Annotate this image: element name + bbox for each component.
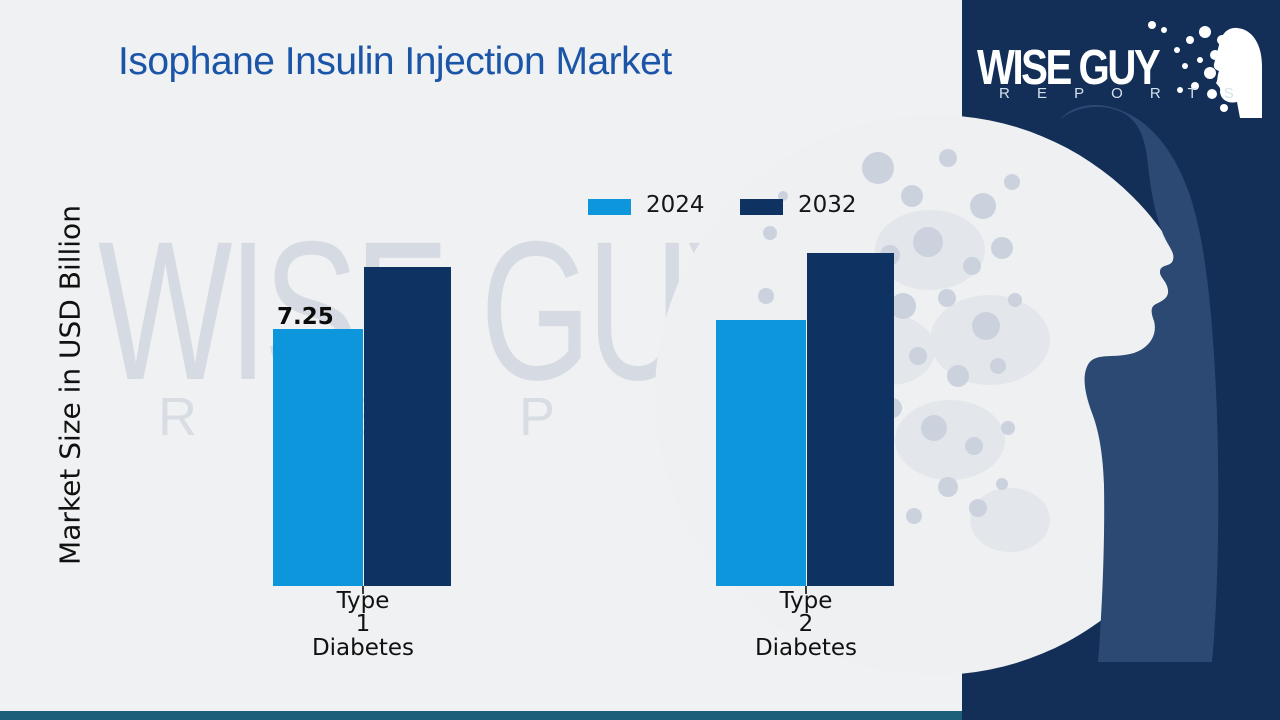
watermark-wordmark: WISE GUY xyxy=(98,200,781,421)
category-label: Type 1 Diabetes xyxy=(311,588,415,661)
navy-panel xyxy=(962,0,1280,720)
face-silhouette xyxy=(1060,105,1219,663)
page-title: Isophane Insulin Injection Market xyxy=(118,40,672,83)
category-label: Type 2 Diabetes xyxy=(754,588,858,661)
legend-swatch xyxy=(740,199,783,215)
logo-face-icon xyxy=(1213,27,1262,118)
legend-label: 2024 xyxy=(646,192,705,218)
brand-tagline: R E P O R T S xyxy=(999,85,1246,102)
legend-label: 2032 xyxy=(798,192,857,218)
legend-item-2024: 2024 xyxy=(588,192,705,218)
y-axis-label: Market Size in USD Billion xyxy=(53,205,87,565)
bottom-accent-strip xyxy=(0,711,963,720)
category-tick xyxy=(362,586,364,594)
legend-item-2032: 2032 xyxy=(740,192,857,218)
watermark-reports-text: R E P O R T S xyxy=(158,387,1280,447)
category-tick xyxy=(805,586,807,594)
watermark-blobs xyxy=(845,210,1050,552)
legend-swatch xyxy=(588,199,631,215)
